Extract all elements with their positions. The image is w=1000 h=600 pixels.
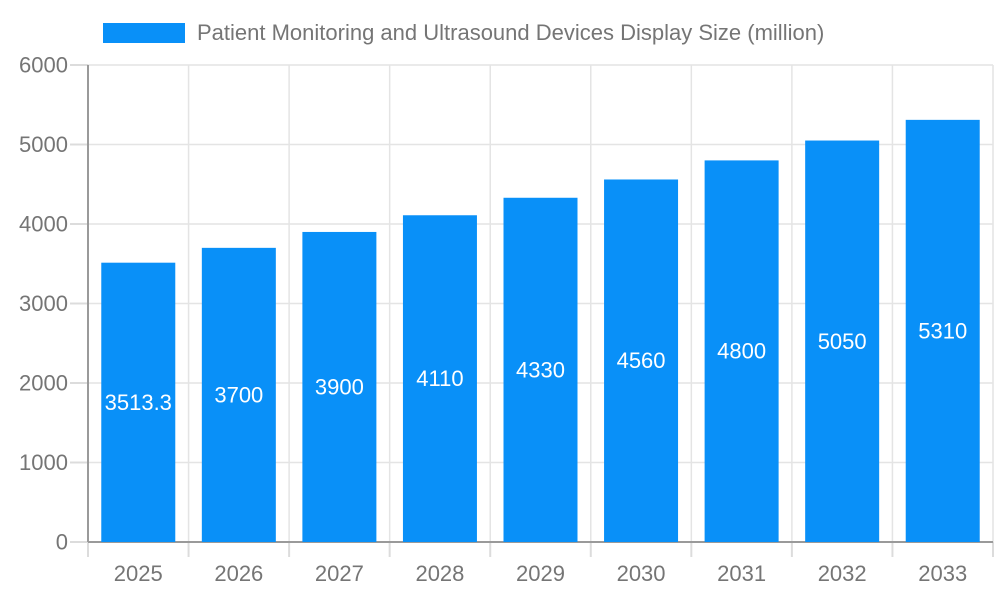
x-axis-label: 2033: [918, 561, 967, 586]
x-axis-label: 2028: [415, 561, 464, 586]
y-axis-label: 2000: [19, 371, 68, 396]
x-axis-label: 2030: [617, 561, 666, 586]
bar-value-label: 4800: [717, 339, 766, 364]
bar-2029: [503, 197, 578, 542]
bar-value-label: 5050: [818, 329, 867, 354]
bar-value-label: 4110: [416, 366, 463, 391]
x-axis-label: 2026: [214, 561, 263, 586]
y-axis-label: 4000: [19, 212, 68, 237]
x-axis-label: 2027: [315, 561, 364, 586]
legend-item[interactable]: Patient Monitoring and Ultrasound Device…: [103, 20, 824, 46]
y-axis-label: 3000: [19, 291, 68, 316]
x-axis-label: 2025: [114, 561, 163, 586]
y-axis-label: 6000: [19, 53, 68, 78]
legend-label: Patient Monitoring and Ultrasound Device…: [197, 20, 825, 45]
bar-2030: [604, 179, 679, 543]
y-tick-labels: 0 1000 2000 3000 4000 5000 6000: [19, 53, 68, 555]
y-axis-label: 5000: [19, 132, 68, 157]
x-tick-labels: 2025 2026 2027 2028 2029 2030 2031 2032 2033: [114, 561, 967, 586]
bar-2031: [704, 160, 779, 542]
bar-value-label: 4560: [617, 348, 666, 373]
bar-value-label: 3900: [315, 374, 364, 399]
bar-value-label: 4330: [516, 357, 565, 382]
bar-value-label: 3700: [214, 382, 263, 407]
bar-2033: [905, 119, 980, 542]
bar-value-label: 3513.3: [105, 390, 172, 415]
legend-swatch: [103, 23, 185, 43]
bar-value-labels: 3513.3 3700 3900 4110 4330 4560 4800 5050 5310: [105, 318, 968, 414]
bar-2027: [302, 231, 377, 542]
x-axis-label: 2029: [516, 561, 565, 586]
bars: [101, 119, 980, 543]
x-axis-label: 2032: [818, 561, 867, 586]
bar-2025: [101, 262, 176, 542]
bar-2026: [201, 247, 276, 542]
y-axis-label: 1000: [19, 450, 68, 475]
bar-value-label: 5310: [918, 318, 967, 343]
y-axis-label: 0: [56, 530, 68, 555]
bar-2028: [402, 215, 477, 542]
axis-ticks: [70, 64, 994, 557]
bar-2032: [805, 140, 880, 542]
x-axis-label: 2031: [717, 561, 766, 586]
